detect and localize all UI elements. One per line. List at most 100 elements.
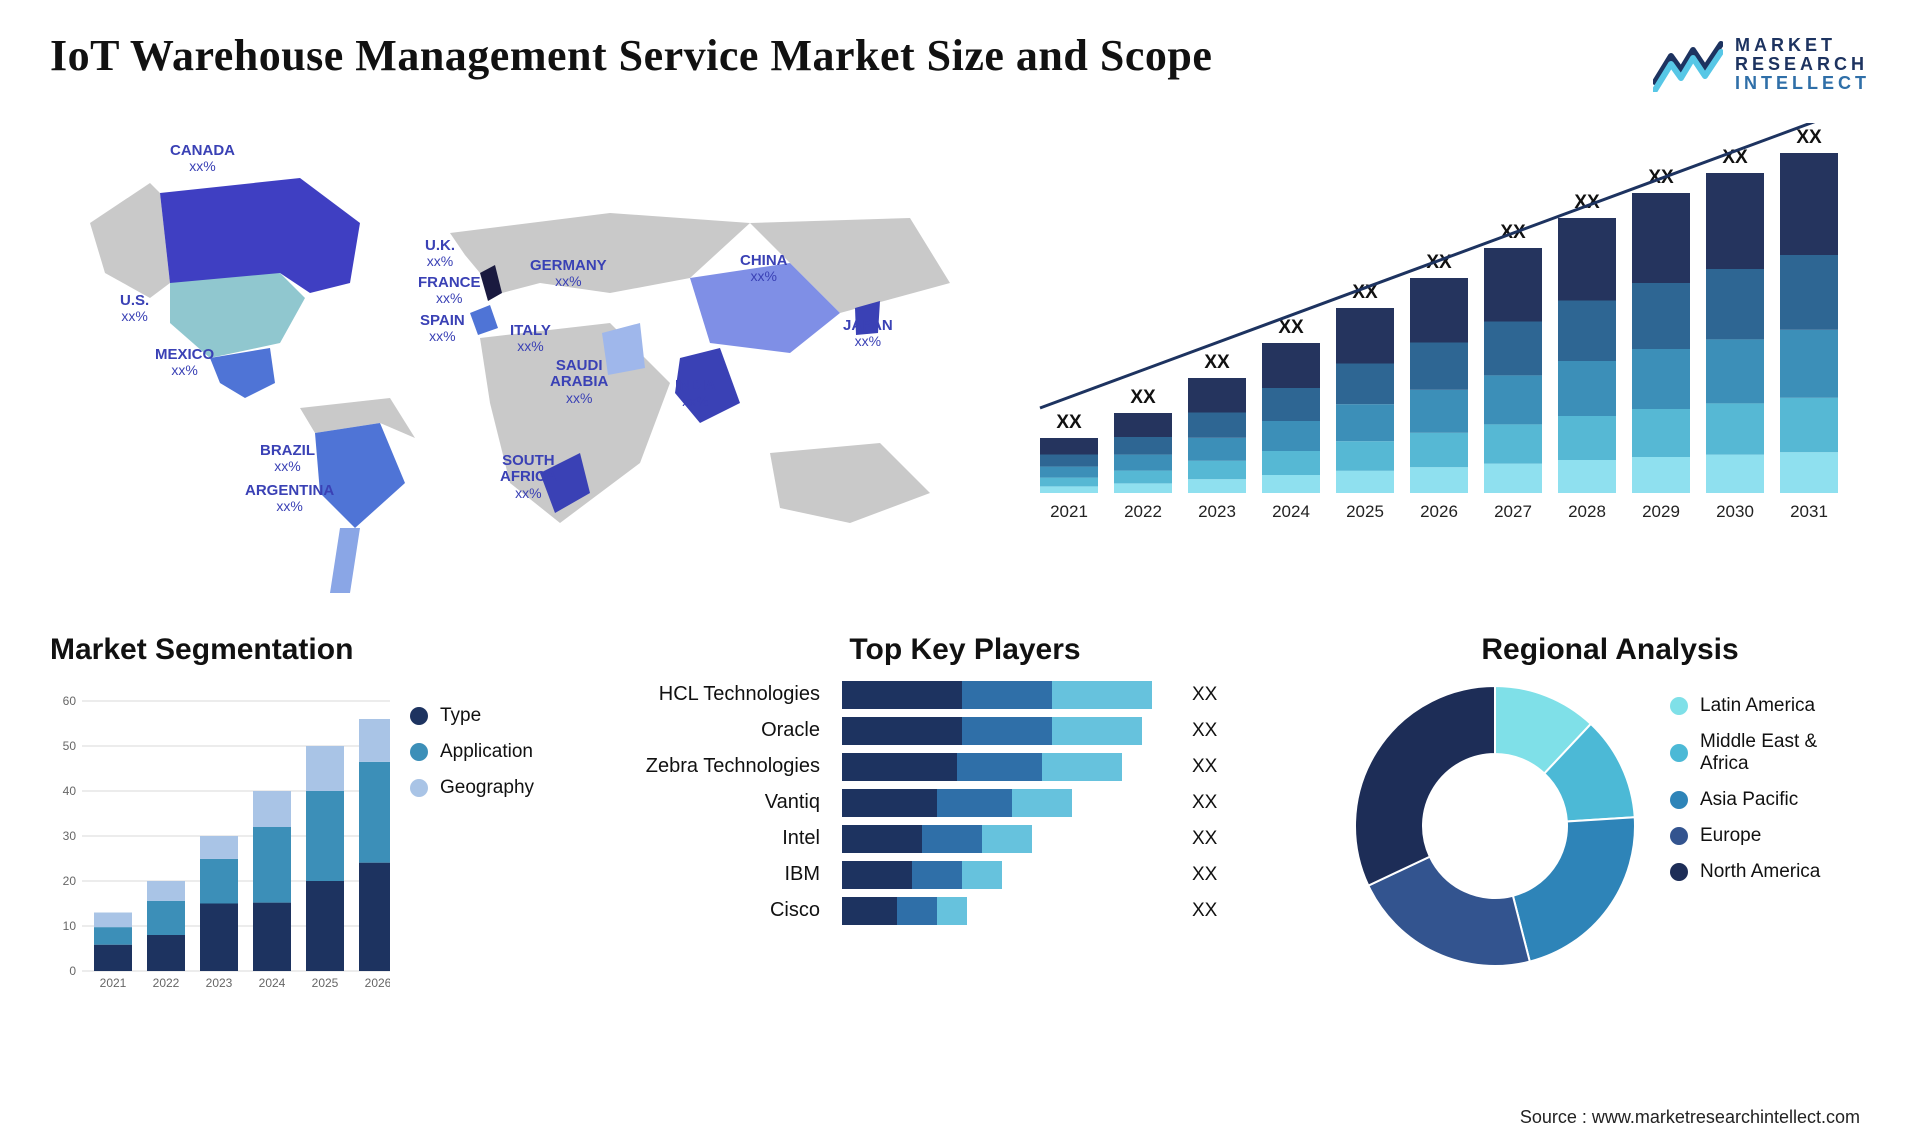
svg-text:50: 50 — [63, 739, 77, 753]
player-row: Vantiq XX — [630, 789, 1300, 817]
player-bar-segment — [842, 861, 912, 889]
header: IoT Warehouse Management Service Market … — [50, 30, 1870, 93]
legend-label: Application — [440, 741, 533, 763]
map-label-china: CHINAxx% — [740, 253, 788, 286]
player-row: Intel XX — [630, 825, 1300, 853]
legend-swatch — [1670, 697, 1688, 715]
svg-text:XX: XX — [1056, 412, 1082, 433]
legend-label: Latin America — [1700, 695, 1815, 717]
svg-text:0: 0 — [69, 964, 76, 978]
legend-swatch — [410, 779, 428, 797]
player-bar — [842, 897, 1172, 925]
segmentation-legend-item: Geography — [410, 777, 580, 799]
player-bar-segment — [1052, 717, 1142, 745]
player-name: Intel — [630, 827, 830, 850]
player-name: Vantiq — [630, 791, 830, 814]
player-bar-segment — [937, 897, 967, 925]
player-row: IBMXX — [630, 861, 1300, 889]
player-bar-segment — [1042, 753, 1122, 781]
svg-text:2024: 2024 — [259, 976, 286, 990]
svg-text:2023: 2023 — [1198, 502, 1236, 521]
svg-text:2029: 2029 — [1642, 502, 1680, 521]
player-bar-segment — [842, 825, 922, 853]
growth-chart: XX2021XX2022XX2023XX2024XX2025XX2026XX20… — [1030, 123, 1870, 593]
row-bottom: Market Segmentation 01020304050602021202… — [50, 633, 1870, 1013]
player-bar-segment — [912, 861, 962, 889]
map-label-u-k-: U.K.xx% — [425, 238, 455, 271]
player-bar-segment — [962, 717, 1052, 745]
regional-legend-item: Latin America — [1670, 695, 1870, 717]
svg-text:40: 40 — [63, 784, 77, 798]
player-value: XX — [1184, 720, 1217, 742]
regional-title: Regional Analysis — [1350, 633, 1870, 667]
map-label-argentina: ARGENTINAxx% — [245, 483, 334, 516]
logo-line3: INTELLECT — [1735, 74, 1870, 93]
segmentation-chart: 0102030405060202120222023202420252026 — [50, 681, 390, 1013]
player-bar-segment — [937, 789, 1012, 817]
player-value: XX — [1184, 828, 1217, 850]
svg-text:XX: XX — [1796, 127, 1822, 148]
player-value: XX — [1184, 864, 1217, 886]
svg-text:60: 60 — [63, 694, 77, 708]
svg-text:2023: 2023 — [206, 976, 233, 990]
legend-swatch — [410, 707, 428, 725]
player-bar — [842, 717, 1172, 745]
players-panel: Top Key Players HCL TechnologiesXXOracle… — [630, 633, 1300, 1013]
svg-text:XX: XX — [1130, 387, 1156, 408]
logo-text: MARKET RESEARCH INTELLECT — [1735, 36, 1870, 93]
page-title: IoT Warehouse Management Service Market … — [50, 30, 1212, 81]
player-bar-segment — [1052, 681, 1152, 709]
svg-text:2025: 2025 — [312, 976, 339, 990]
player-value: XX — [1184, 792, 1217, 814]
svg-text:2027: 2027 — [1494, 502, 1532, 521]
svg-text:2025: 2025 — [1346, 502, 1384, 521]
map-label-canada: CANADAxx% — [170, 143, 235, 176]
legend-label: Geography — [440, 777, 534, 799]
player-value: XX — [1184, 756, 1217, 778]
regional-legend-item: Middle East & Africa — [1670, 731, 1870, 775]
player-bar-segment — [922, 825, 982, 853]
player-row: OracleXX — [630, 717, 1300, 745]
svg-text:2026: 2026 — [365, 976, 390, 990]
svg-text:30: 30 — [63, 829, 77, 843]
regional-panel: Regional Analysis Latin America Middle Ea… — [1350, 633, 1870, 1013]
player-bar-segment — [897, 897, 937, 925]
players-list: HCL TechnologiesXXOracleXXZebra Technolo… — [630, 681, 1300, 925]
regional-legend: Latin AmericaMiddle East & AfricaAsia Pa… — [1670, 681, 1870, 897]
segmentation-legend-item: Type — [410, 705, 580, 727]
map-label-germany: GERMANYxx% — [530, 258, 607, 291]
player-bar — [842, 681, 1172, 709]
legend-swatch — [1670, 827, 1688, 845]
segmentation-legend-item: Application — [410, 741, 580, 763]
player-value: XX — [1184, 900, 1217, 922]
player-row: CiscoXX — [630, 897, 1300, 925]
player-name: Zebra Technologies — [630, 755, 830, 778]
map-label-mexico: MEXICOxx% — [155, 347, 214, 380]
legend-label: Middle East & Africa — [1700, 731, 1870, 775]
svg-text:2022: 2022 — [153, 976, 180, 990]
segmentation-legend: Type Application Geography — [410, 681, 580, 1013]
map-label-brazil: BRAZILxx% — [260, 443, 315, 476]
player-value: XX — [1184, 684, 1217, 706]
svg-text:2028: 2028 — [1568, 502, 1606, 521]
legend-label: Europe — [1700, 825, 1761, 847]
player-bar-segment — [957, 753, 1042, 781]
legend-swatch — [410, 743, 428, 761]
source-footer: Source : www.marketresearchintellect.com — [1520, 1107, 1860, 1128]
player-bar — [842, 861, 1172, 889]
player-bar-segment — [1012, 789, 1072, 817]
svg-text:2021: 2021 — [100, 976, 127, 990]
player-bar-segment — [842, 789, 937, 817]
map-label-italy: ITALYxx% — [510, 323, 551, 356]
world-map-panel: CANADAxx%U.S.xx%MEXICOxx%BRAZILxx%ARGENT… — [50, 123, 990, 593]
player-row: HCL Technologies XX — [630, 681, 1300, 709]
regional-legend-item: Europe — [1670, 825, 1870, 847]
player-bar — [842, 789, 1172, 817]
legend-swatch — [1670, 863, 1688, 881]
legend-swatch — [1670, 744, 1688, 762]
svg-text:10: 10 — [63, 919, 77, 933]
player-name: HCL Technologies — [630, 683, 830, 706]
regional-legend-item: North America — [1670, 861, 1870, 883]
player-bar-segment — [962, 681, 1052, 709]
player-bar-segment — [842, 717, 962, 745]
